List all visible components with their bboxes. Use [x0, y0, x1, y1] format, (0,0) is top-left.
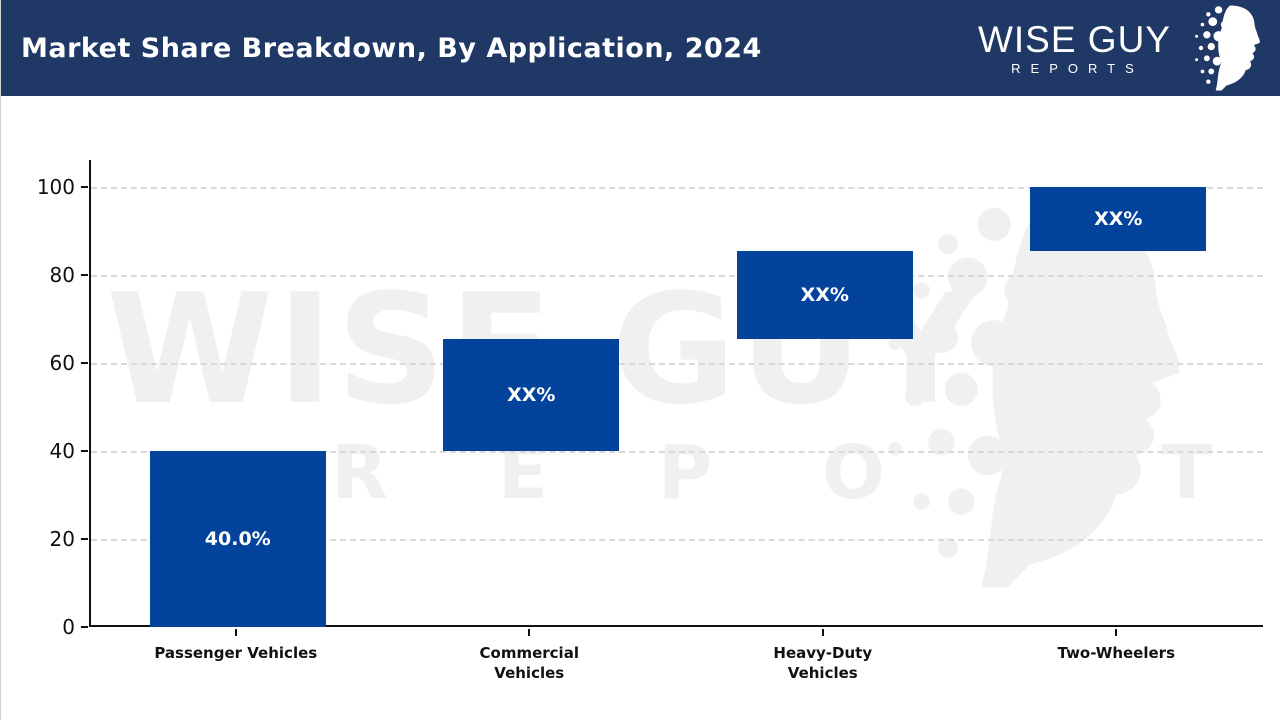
y-tick-label: 20: [49, 527, 75, 551]
bar-value-label: XX%: [800, 283, 849, 306]
y-tick-label: 0: [62, 615, 75, 639]
y-tick-label: 100: [36, 175, 75, 199]
logo-wordmark: WISE GUY: [977, 18, 1171, 60]
gridline-40: [91, 451, 1263, 453]
x-axis-label: Passenger Vehicles: [126, 643, 346, 663]
bar-heavy-duty-vehicles: XX%: [736, 250, 913, 339]
y-tick-mark: [81, 538, 88, 540]
bar-commercial-vehicles: XX%: [443, 338, 620, 451]
x-axis-label: Commercial Vehicles: [419, 643, 639, 684]
gridline-100: [91, 187, 1263, 189]
y-tick-mark: [81, 450, 88, 452]
bar-value-label: XX%: [1094, 207, 1143, 230]
chart-region: WISE GUY R E P O R T S 40.0%XX%XX%XX% 02…: [1, 96, 1280, 720]
x-tick-mark: [528, 629, 531, 636]
bar-two-wheelers: XX%: [1030, 187, 1207, 251]
bar-value-label: XX%: [507, 383, 556, 406]
x-tick-mark: [234, 629, 237, 636]
logo-text: WISE GUY REPORTS: [978, 21, 1171, 76]
x-tick-mark: [1115, 629, 1118, 636]
x-axis-label-line: Heavy-Duty: [773, 644, 873, 662]
x-tick-mark: [821, 629, 824, 636]
y-tick-label: 80: [49, 263, 75, 287]
x-axis-label: Two-Wheelers: [1006, 643, 1226, 663]
plot-area: 40.0% XX% XX% XX%: [89, 160, 1263, 627]
gridline-80: [91, 275, 1263, 277]
y-tick-label: 60: [49, 351, 75, 375]
x-axis-label-line: Vehicles: [494, 664, 565, 683]
wise-guy-logo: WISE GUY REPORTS: [978, 4, 1269, 92]
x-axis-label: Heavy-Duty Vehicles: [713, 643, 933, 684]
gridline-60: [91, 363, 1263, 365]
dotted-head-icon: [1177, 4, 1269, 92]
logo-subtitle: REPORTS: [1011, 60, 1144, 76]
bar-value-label: 40.0%: [204, 528, 271, 550]
x-axis-label-line: Commercial: [479, 644, 579, 662]
y-tick-mark: [81, 274, 88, 276]
y-tick-mark: [81, 626, 88, 628]
gridline-20: [91, 539, 1263, 541]
x-axis-label-line: Passenger Vehicles: [154, 644, 318, 662]
bar-passenger-vehicles: 40.0%: [149, 451, 326, 627]
y-tick-mark: [81, 186, 88, 188]
x-axis-label-line: Two-Wheelers: [1057, 644, 1175, 662]
chart-title: Market Share Breakdown, By Application, …: [21, 32, 762, 64]
header-bar: Market Share Breakdown, By Application, …: [1, 0, 1280, 96]
y-tick-label: 40: [49, 439, 75, 463]
y-tick-mark: [81, 362, 88, 364]
x-axis-label-line: Vehicles: [787, 664, 858, 683]
